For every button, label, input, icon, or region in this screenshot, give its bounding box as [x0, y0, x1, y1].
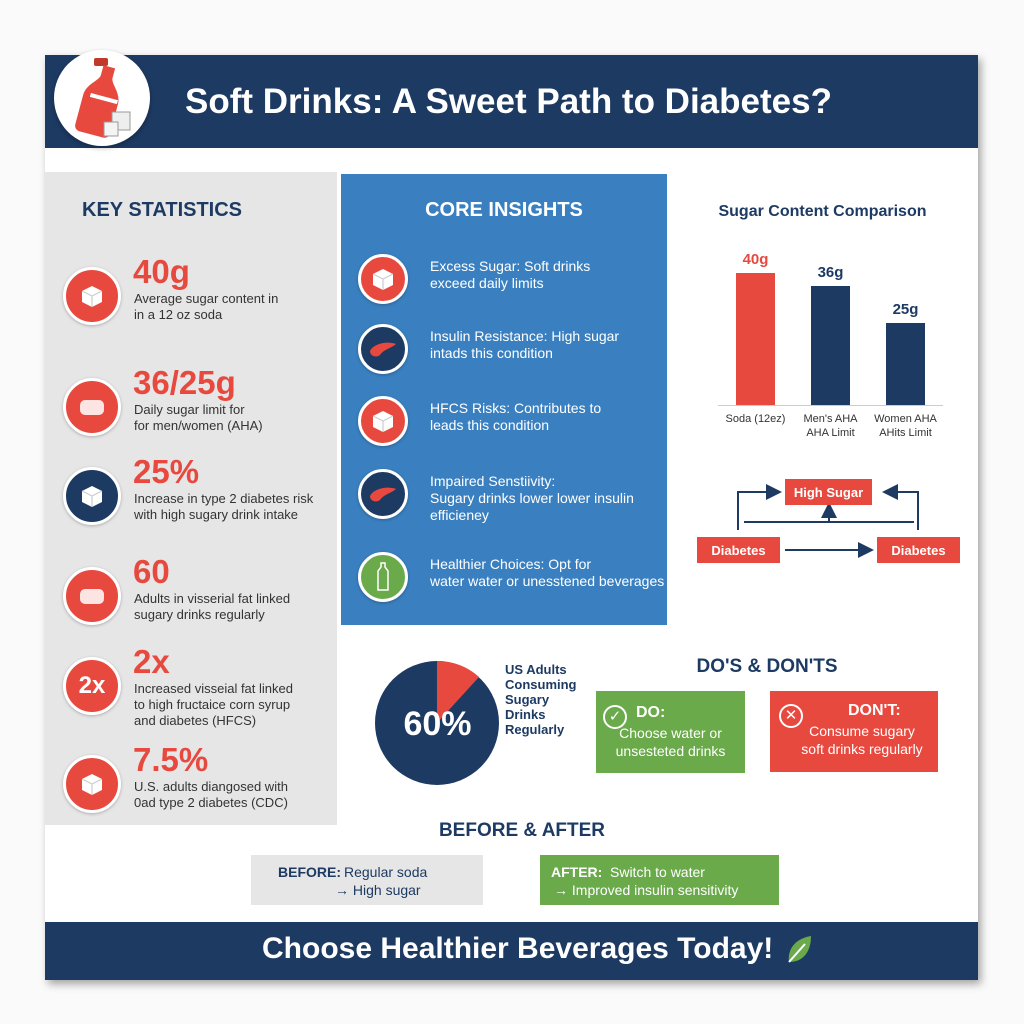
stat-description: Daily sugar limit for for men/women (AHA): [134, 402, 263, 433]
stat-description: U.S. adults diangosed with 0ad type 2 dia…: [134, 779, 288, 810]
do-label: DO:: [636, 704, 666, 721]
stat-description: Increase in type 2 diabetes risk with hig…: [134, 491, 314, 522]
after-label: AFTER:: [551, 864, 603, 880]
chart-axis: [718, 405, 943, 406]
sugar-cube-icon: [63, 467, 121, 525]
insight-text: Excess Sugar: Soft drinks exceed daily li…: [430, 258, 591, 291]
x-tick-label: Men's AHA AHA Limit: [803, 413, 858, 439]
core-insights-panel: CORE INSIGHTS Excess Sugar: Soft drinks e…: [341, 174, 667, 625]
sugar-cube-icon: [358, 254, 408, 304]
pie-caption-line: Sugary: [505, 692, 550, 707]
page-title: Soft Drinks: A Sweet Path to Diabetes?: [185, 82, 832, 121]
before-card: BEFORE: Regular soda → High sugar: [251, 855, 483, 905]
body-icon: [63, 567, 121, 625]
dont-text: soft drinks regularly: [801, 741, 923, 757]
header-banner: [45, 55, 978, 148]
sugar-cube-icon: [63, 267, 121, 325]
pie-slice: [437, 660, 479, 723]
before-label: BEFORE:: [278, 864, 341, 880]
pie-value: 60%: [403, 705, 472, 743]
bar-data-label: 25g: [892, 300, 919, 318]
insight-text: Healthier Choices: Opt for water water or…: [430, 556, 665, 589]
chart-title: Sugar Content Comparison: [718, 203, 927, 220]
do-card: ✓ DO: Choose water or unsesteted drinks: [596, 691, 745, 773]
dont-card: ✕ DON'T: Consume sugary soft drinks regu…: [770, 691, 938, 772]
pie-caption-line: Consuming: [505, 677, 577, 692]
flow-diabetes-left: Diabetes: [697, 537, 780, 563]
do-text: unsesteted drinks: [615, 743, 726, 759]
footer-text: Choose Healthier Beverages Today!: [262, 932, 774, 965]
footer-banner: Choose Healthier Beverages Today!: [45, 922, 978, 980]
pie-caption-line: US Adults: [505, 662, 567, 677]
body-icon: [63, 378, 121, 436]
flow-high-sugar: High Sugar: [785, 479, 872, 505]
2x-icon: 2x: [63, 657, 121, 715]
stat-description: Increased visseial fat linked to high fru…: [134, 681, 293, 728]
pancreas-icon: [358, 324, 408, 374]
stat-description: Average sugar content in in a 12 oz soda: [134, 291, 279, 322]
stat-value: 2x: [133, 643, 170, 680]
bar: [736, 273, 775, 405]
dont-label: DON'T:: [848, 702, 901, 719]
water-bottle-icon: [358, 552, 408, 602]
leaf-icon: [788, 936, 811, 963]
section-title: DO'S & DON'TS: [696, 656, 838, 677]
bar: [811, 286, 850, 405]
after-card: AFTER: Switch to water → Improved insuli…: [540, 855, 779, 905]
insight-text: HFCS Risks: Contributes to leads this con…: [430, 400, 602, 433]
after-text: → Improved insulin sensitivity: [554, 882, 739, 898]
flow-diabetes-right: Diabetes: [877, 537, 960, 563]
bar: [886, 322, 925, 405]
pie-caption-line: Drinks: [505, 707, 546, 722]
flow-arrows: [737, 484, 919, 558]
sugar-cube-icon: [358, 396, 408, 446]
key-statistics-panel: KEY STATISTICS 40g Average sugar content …: [45, 172, 337, 825]
stat-value: 25%: [133, 453, 200, 490]
sugar-cube-icon: [63, 755, 121, 813]
do-text: Choose water or: [619, 725, 722, 741]
before-text: → High sugar: [335, 882, 421, 898]
pie-caption: US Adults Consuming Sugary Drinks Regularly: [505, 662, 577, 737]
x-icon: ✕: [779, 704, 803, 728]
x-tick-label: Soda (12ez): [725, 413, 786, 425]
dont-text: Consume sugary: [809, 723, 915, 739]
stat-value: 7.5%: [133, 741, 209, 778]
stat-value: 60: [133, 553, 170, 590]
bar-data-label: 36g: [817, 264, 844, 282]
insight-text: Insulin Resistance: High sugar intads thi…: [430, 328, 620, 361]
bar-data-label: 40g: [742, 251, 769, 268]
x-tick-label: Women AHA AHits Limit: [874, 413, 937, 439]
stat-description: Adults in visserial fat linked sugary dri…: [134, 591, 291, 622]
section-title: KEY STATISTICS: [82, 199, 243, 221]
check-icon: ✓: [603, 705, 627, 729]
pie-caption-line: Regularly: [505, 722, 565, 737]
after-text: Switch to water: [610, 864, 705, 880]
stat-value: 36/25g: [133, 364, 236, 401]
section-title: BEFORE & AFTER: [438, 820, 606, 841]
soda-bottle-icon: [54, 50, 150, 146]
stat-value: 40g: [133, 253, 190, 290]
insight-text: Impaired Senstiivity: Sugary drinks lower…: [430, 473, 634, 523]
pancreas-icon: [358, 469, 408, 519]
pie-chart: [375, 660, 499, 785]
section-title: CORE INSIGHTS: [425, 199, 583, 221]
before-text: Regular soda: [344, 864, 428, 880]
